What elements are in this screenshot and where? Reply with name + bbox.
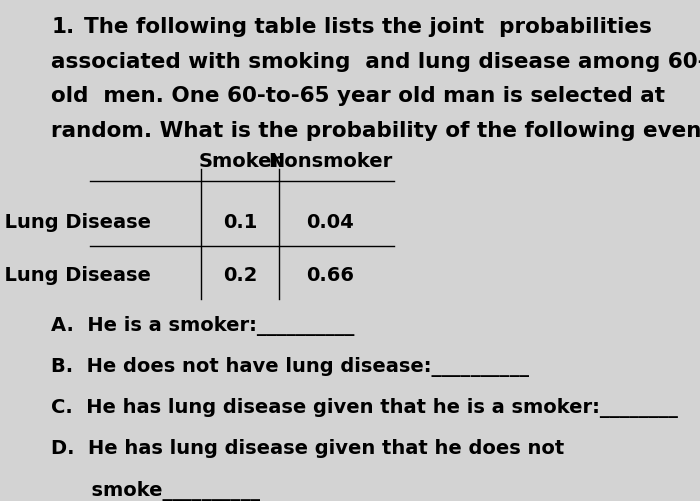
- Text: 0.04: 0.04: [306, 212, 354, 231]
- Text: D.  He has lung disease given that he does not: D. He has lung disease given that he doe…: [51, 439, 564, 458]
- Text: 0.66: 0.66: [306, 266, 354, 285]
- Text: C.  He has lung disease given that he is a smoker:________: C. He has lung disease given that he is …: [51, 398, 678, 418]
- Text: Smoker: Smoker: [199, 152, 282, 171]
- Text: Nonsmoker: Nonsmoker: [268, 152, 392, 171]
- Text: B.  He does not have lung disease:__________: B. He does not have lung disease:_______…: [51, 357, 529, 377]
- Text: smoke__________: smoke__________: [51, 480, 260, 500]
- Text: old  men. One 60-to-65 year old man is selected at: old men. One 60-to-65 year old man is se…: [51, 87, 665, 106]
- Text: 0.2: 0.2: [223, 266, 258, 285]
- Text: Has Lung Disease: Has Lung Disease: [0, 212, 150, 231]
- Text: 0.1: 0.1: [223, 212, 258, 231]
- Text: random. What is the probability of the following events?: random. What is the probability of the f…: [51, 121, 700, 141]
- Text: The following table lists the joint  probabilities: The following table lists the joint prob…: [84, 17, 652, 37]
- Text: A.  He is a smoker:__________: A. He is a smoker:__________: [51, 316, 354, 336]
- Text: 1.: 1.: [51, 17, 74, 37]
- Text: No Lung Disease: No Lung Disease: [0, 266, 150, 285]
- Text: associated with smoking  and lung disease among 60-to-65  year-: associated with smoking and lung disease…: [51, 52, 700, 72]
